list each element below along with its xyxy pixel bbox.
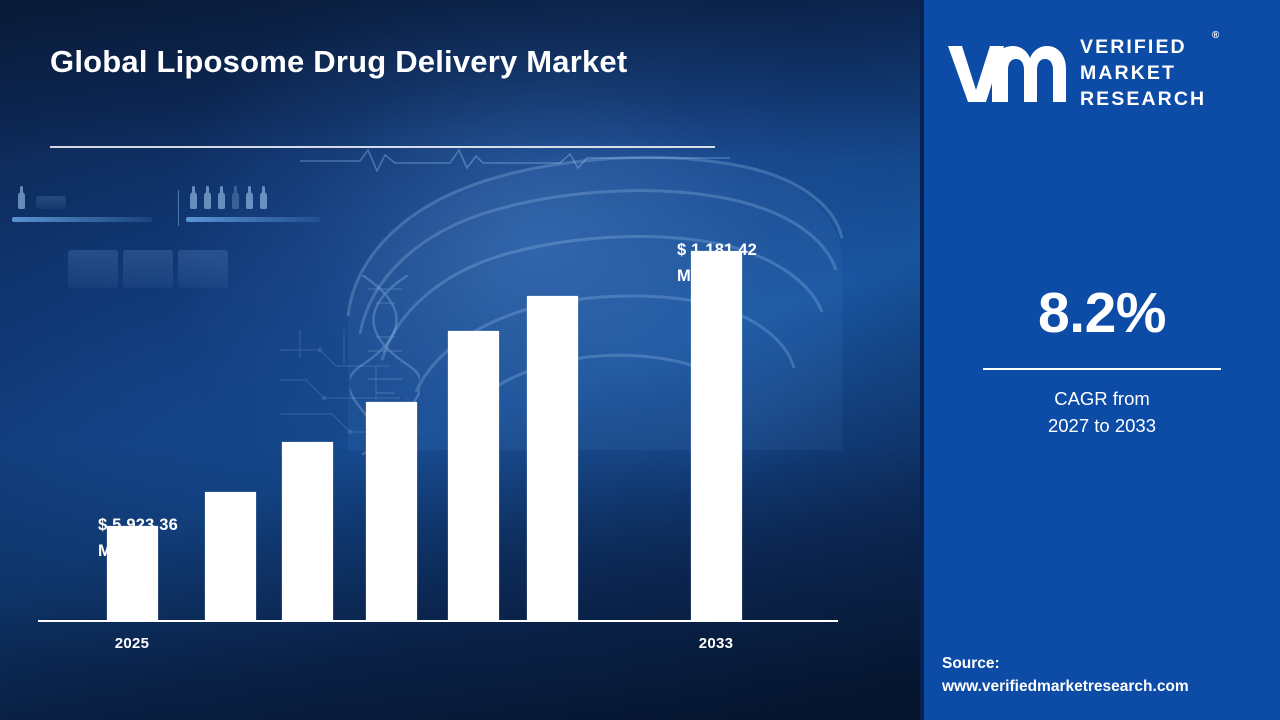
brand-line-1: VERIFIED [1080,35,1187,58]
chart-panel: Global Liposome Drug Delivery Market 202… [0,0,920,720]
data-label-first-unit: Million [98,541,152,560]
data-label-last-value: $ 1,181.42 [677,241,757,259]
data-label-first-value: $ 5,923.36 [98,516,178,534]
x-axis-label-last: 2033 [698,635,734,652]
x-axis-line [38,620,838,622]
cagr-block: 8.2% CAGR from 2027 to 2033 [924,285,1280,440]
data-label-last: $ 1,181.42 Million [677,238,757,289]
bar-chart: 2025 2033 [38,180,848,672]
source-url[interactable]: www.verifiedmarketresearch.com [942,677,1189,695]
brand-panel: VERIFIED MARKET RESEARCH ® 8.2% CAGR fro… [920,0,1280,720]
cagr-divider [983,368,1221,370]
bar-2033 [691,251,742,620]
bar-2025 [107,526,158,620]
vmr-logo-icon [948,46,1066,102]
title-divider [50,146,715,148]
x-axis-label-first: 2025 [114,635,150,652]
bar-2029 [448,331,499,620]
registered-mark-icon: ® [1211,29,1220,41]
page-title: Global Liposome Drug Delivery Market [50,44,628,79]
hud-person-icon-left [18,192,25,209]
source-label: Source: [942,654,1000,672]
brand-logo[interactable]: VERIFIED MARKET RESEARCH ® [946,28,1266,118]
bar-2030 [527,296,578,620]
ekg-line-icon [300,148,730,173]
data-label-first: $ 5,923.36 Million [98,513,178,564]
data-label-last-unit: Million [677,266,731,285]
brand-line-3: RESEARCH [1080,88,1207,111]
bar-2028 [366,402,417,620]
source-block: Source: www.verifiedmarketresearch.com [942,652,1278,699]
brand-logo-text: VERIFIED MARKET RESEARCH ® [1080,30,1219,112]
brand-line-2: MARKET [1080,61,1177,84]
bar-2026 [205,492,256,620]
cagr-value: 8.2% [1038,281,1166,345]
bar-series [38,180,848,620]
cagr-description: CAGR from 2027 to 2033 [1047,388,1157,436]
bar-2027 [282,442,333,620]
